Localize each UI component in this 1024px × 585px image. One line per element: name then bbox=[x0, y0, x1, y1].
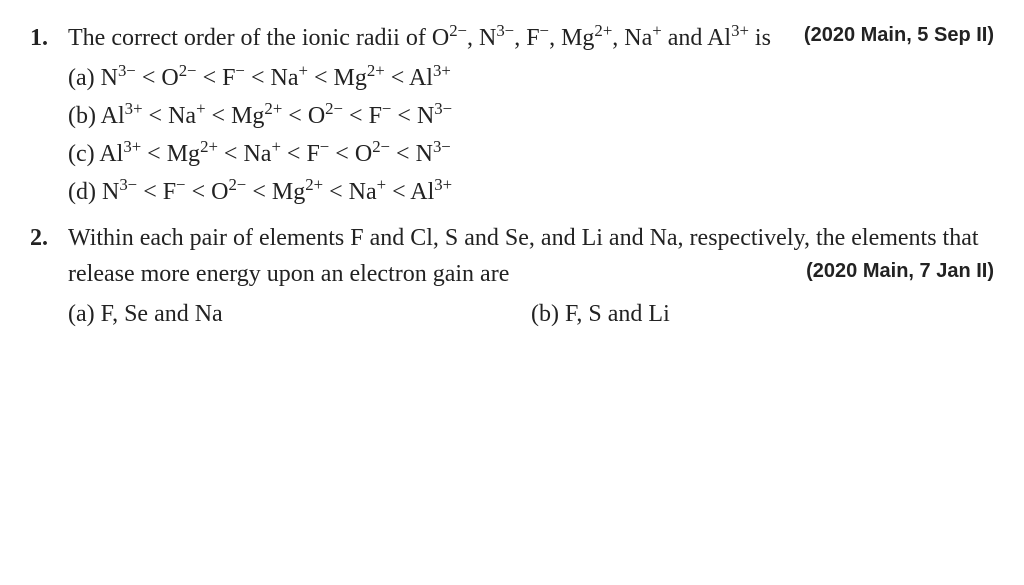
q1-option-c: (c) Al3+ < Mg2+ < Na+ < F− < O2− < N3− bbox=[68, 136, 994, 172]
q1-option-b: (b) Al3+ < Na+ < Mg2+ < O2− < F− < N3− bbox=[68, 98, 994, 134]
q1-option-d: (d) N3− < F− < O2− < Mg2+ < Na+ < Al3+ bbox=[68, 174, 994, 210]
question-1-text: The correct order of the ionic radii of … bbox=[68, 20, 994, 56]
q1-ion-2: N3− bbox=[479, 25, 514, 51]
question-2: 2. Within each pair of elements F and Cl… bbox=[30, 220, 994, 334]
q1-ion-5: Na+ bbox=[624, 25, 661, 51]
question-2-meta: (2020 Main, 7 Jan II) bbox=[806, 256, 994, 286]
q1-ion-6: Al3+ bbox=[707, 25, 749, 51]
q1-text-part1: The correct order of the ionic radii of bbox=[68, 25, 432, 51]
question-1-body: The correct order of the ionic radii of … bbox=[68, 20, 994, 212]
question-1-options: (a) N3− < O2− < F− < Na+ < Mg2+ < Al3+ (… bbox=[68, 60, 994, 210]
question-1-number: 1. bbox=[30, 20, 68, 212]
question-1: 1. The correct order of the ionic radii … bbox=[30, 20, 994, 212]
q2-option-b: (b) F, S and Li bbox=[531, 296, 994, 332]
question-2-text: Within each pair of elements F and Cl, S… bbox=[68, 220, 994, 292]
q1-ion-3: F− bbox=[526, 25, 549, 51]
q1-option-a: (a) N3− < O2− < F− < Na+ < Mg2+ < Al3+ bbox=[68, 60, 994, 96]
question-2-number: 2. bbox=[30, 220, 68, 334]
q1-ion-4: Mg2+ bbox=[561, 25, 612, 51]
q2-option-a: (a) F, Se and Na bbox=[68, 296, 531, 332]
q1-ion-1: O2− bbox=[432, 25, 467, 51]
question-2-body: Within each pair of elements F and Cl, S… bbox=[68, 220, 994, 334]
question-2-options: (a) F, Se and Na (b) F, S and Li bbox=[68, 296, 994, 334]
question-1-meta: (2020 Main, 5 Sep II) bbox=[804, 20, 994, 50]
